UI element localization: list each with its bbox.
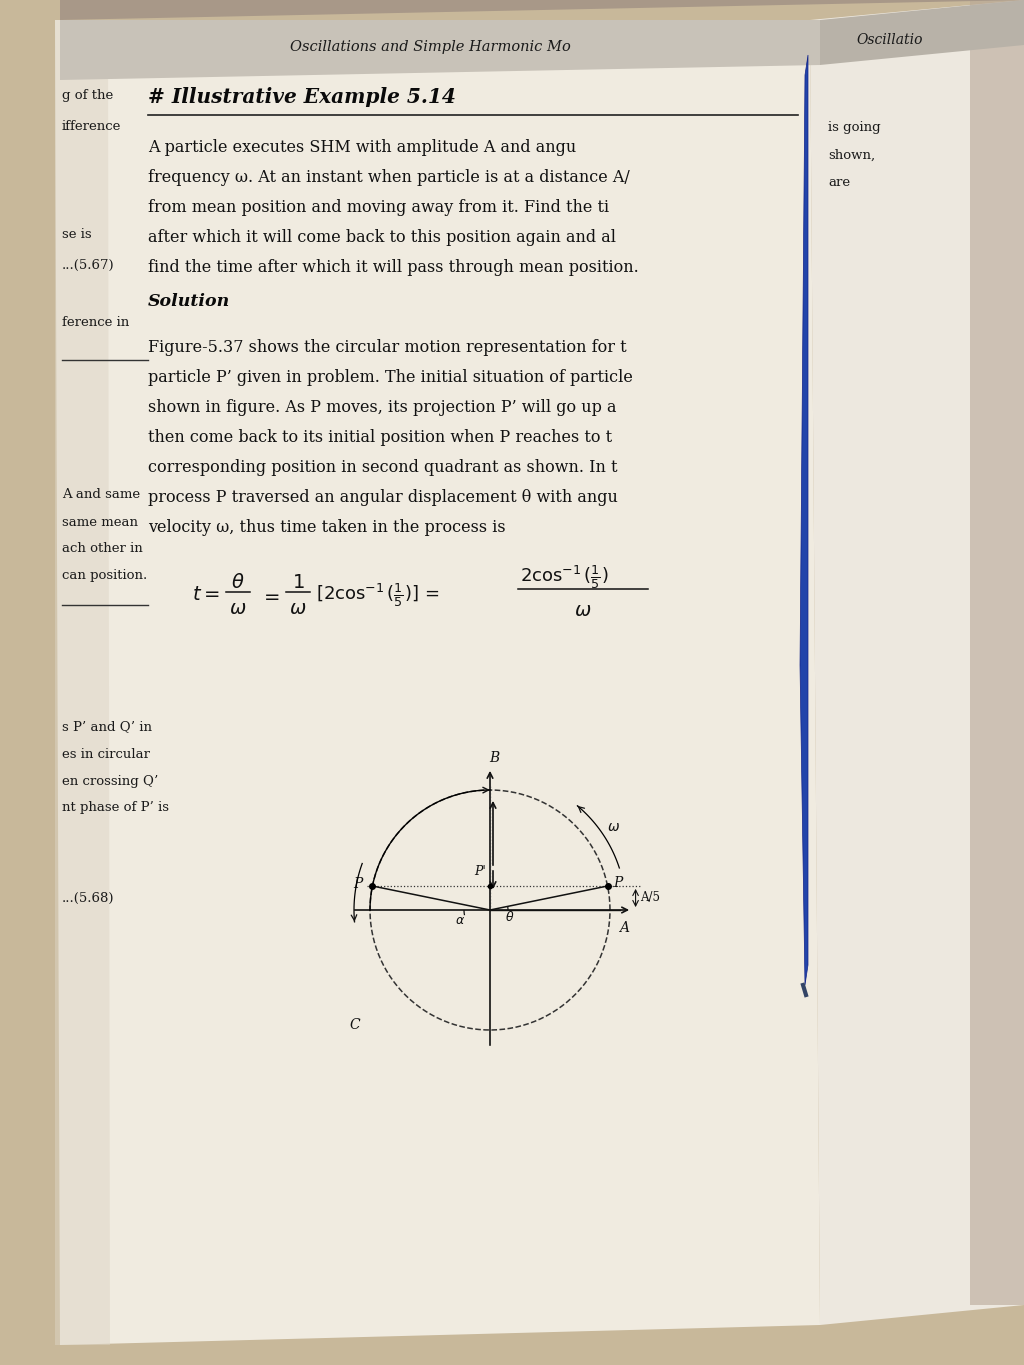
Text: A and same: A and same (62, 489, 140, 501)
Text: velocity ω, thus time taken in the process is: velocity ω, thus time taken in the proce… (148, 519, 506, 535)
Text: $\omega$: $\omega$ (289, 598, 307, 617)
Polygon shape (55, 20, 820, 1345)
Text: find the time after which it will pass through mean position.: find the time after which it will pass t… (148, 258, 639, 276)
Text: P: P (613, 876, 623, 890)
Text: $[2\cos^{-1}(\frac{1}{5})]\,=$: $[2\cos^{-1}(\frac{1}{5})]\,=$ (316, 581, 440, 609)
Text: shown,: shown, (828, 149, 876, 161)
Text: s P’ and Q’ in: s P’ and Q’ in (62, 721, 152, 733)
Text: process P traversed an angular displacement θ with angu: process P traversed an angular displacem… (148, 489, 617, 505)
Polygon shape (970, 0, 1024, 1305)
Text: A particle executes SHM with amplitude A and angu: A particle executes SHM with amplitude A… (148, 138, 577, 156)
Polygon shape (55, 20, 110, 1345)
Text: es in circular: es in circular (62, 748, 150, 760)
Polygon shape (810, 0, 1024, 1325)
Text: ference in: ference in (62, 315, 129, 329)
Text: corresponding position in second quadrant as shown. In t: corresponding position in second quadran… (148, 459, 617, 475)
Text: nt phase of P’ is: nt phase of P’ is (62, 801, 169, 815)
Text: ach other in: ach other in (62, 542, 142, 556)
Text: $\theta$: $\theta$ (505, 910, 515, 924)
Text: same mean: same mean (62, 516, 138, 528)
Text: en crossing Q’: en crossing Q’ (62, 774, 159, 788)
Text: ...(5.67): ...(5.67) (62, 258, 115, 272)
Text: P': P' (474, 865, 486, 878)
Text: # Illustrative Example 5.14: # Illustrative Example 5.14 (148, 87, 456, 106)
Text: Oscillations and Simple Harmonic Mo: Oscillations and Simple Harmonic Mo (290, 40, 570, 55)
Text: Figure-5.37 shows the circular motion representation for t: Figure-5.37 shows the circular motion re… (148, 339, 627, 355)
Text: from mean position and moving away from it. Find the ti: from mean position and moving away from … (148, 198, 609, 216)
Text: then come back to its initial position when P reaches to t: then come back to its initial position w… (148, 429, 612, 445)
Text: Solution: Solution (148, 293, 230, 310)
Text: $\omega$: $\omega$ (229, 598, 247, 617)
Text: particle P’ given in problem. The initial situation of particle: particle P’ given in problem. The initia… (148, 369, 633, 385)
Text: $1$: $1$ (292, 573, 304, 592)
Text: $2\cos^{-1}(\frac{1}{5})$: $2\cos^{-1}(\frac{1}{5})$ (520, 564, 608, 591)
Text: g of the: g of the (62, 89, 114, 101)
Polygon shape (60, 20, 820, 81)
Text: se is: se is (62, 228, 91, 242)
Text: $=$: $=$ (260, 586, 281, 605)
Text: C: C (349, 1018, 360, 1032)
Text: P: P (353, 876, 362, 891)
Polygon shape (60, 0, 1024, 20)
Text: can position.: can position. (62, 569, 147, 583)
Text: shown in figure. As P moves, its projection P’ will go up a: shown in figure. As P moves, its project… (148, 399, 616, 415)
Polygon shape (800, 55, 808, 986)
Text: A/5: A/5 (640, 891, 659, 905)
Text: $t=$: $t=$ (193, 586, 220, 605)
Polygon shape (820, 0, 1024, 66)
Text: are: are (828, 176, 850, 190)
Text: A: A (618, 921, 629, 935)
Text: $\alpha$: $\alpha$ (455, 913, 465, 927)
Text: Oscillatio: Oscillatio (857, 33, 924, 46)
Text: ...(5.68): ...(5.68) (62, 891, 115, 905)
Text: is going: is going (828, 120, 881, 134)
Text: $\omega$: $\omega$ (607, 820, 621, 834)
Text: $\omega$: $\omega$ (574, 602, 592, 621)
Text: $\theta$: $\theta$ (231, 573, 245, 592)
Text: after which it will come back to this position again and al: after which it will come back to this po… (148, 228, 616, 246)
Text: B: B (488, 751, 499, 764)
Text: ifference: ifference (62, 120, 122, 134)
Text: frequency ω. At an instant when particle is at a distance A/: frequency ω. At an instant when particle… (148, 168, 630, 186)
